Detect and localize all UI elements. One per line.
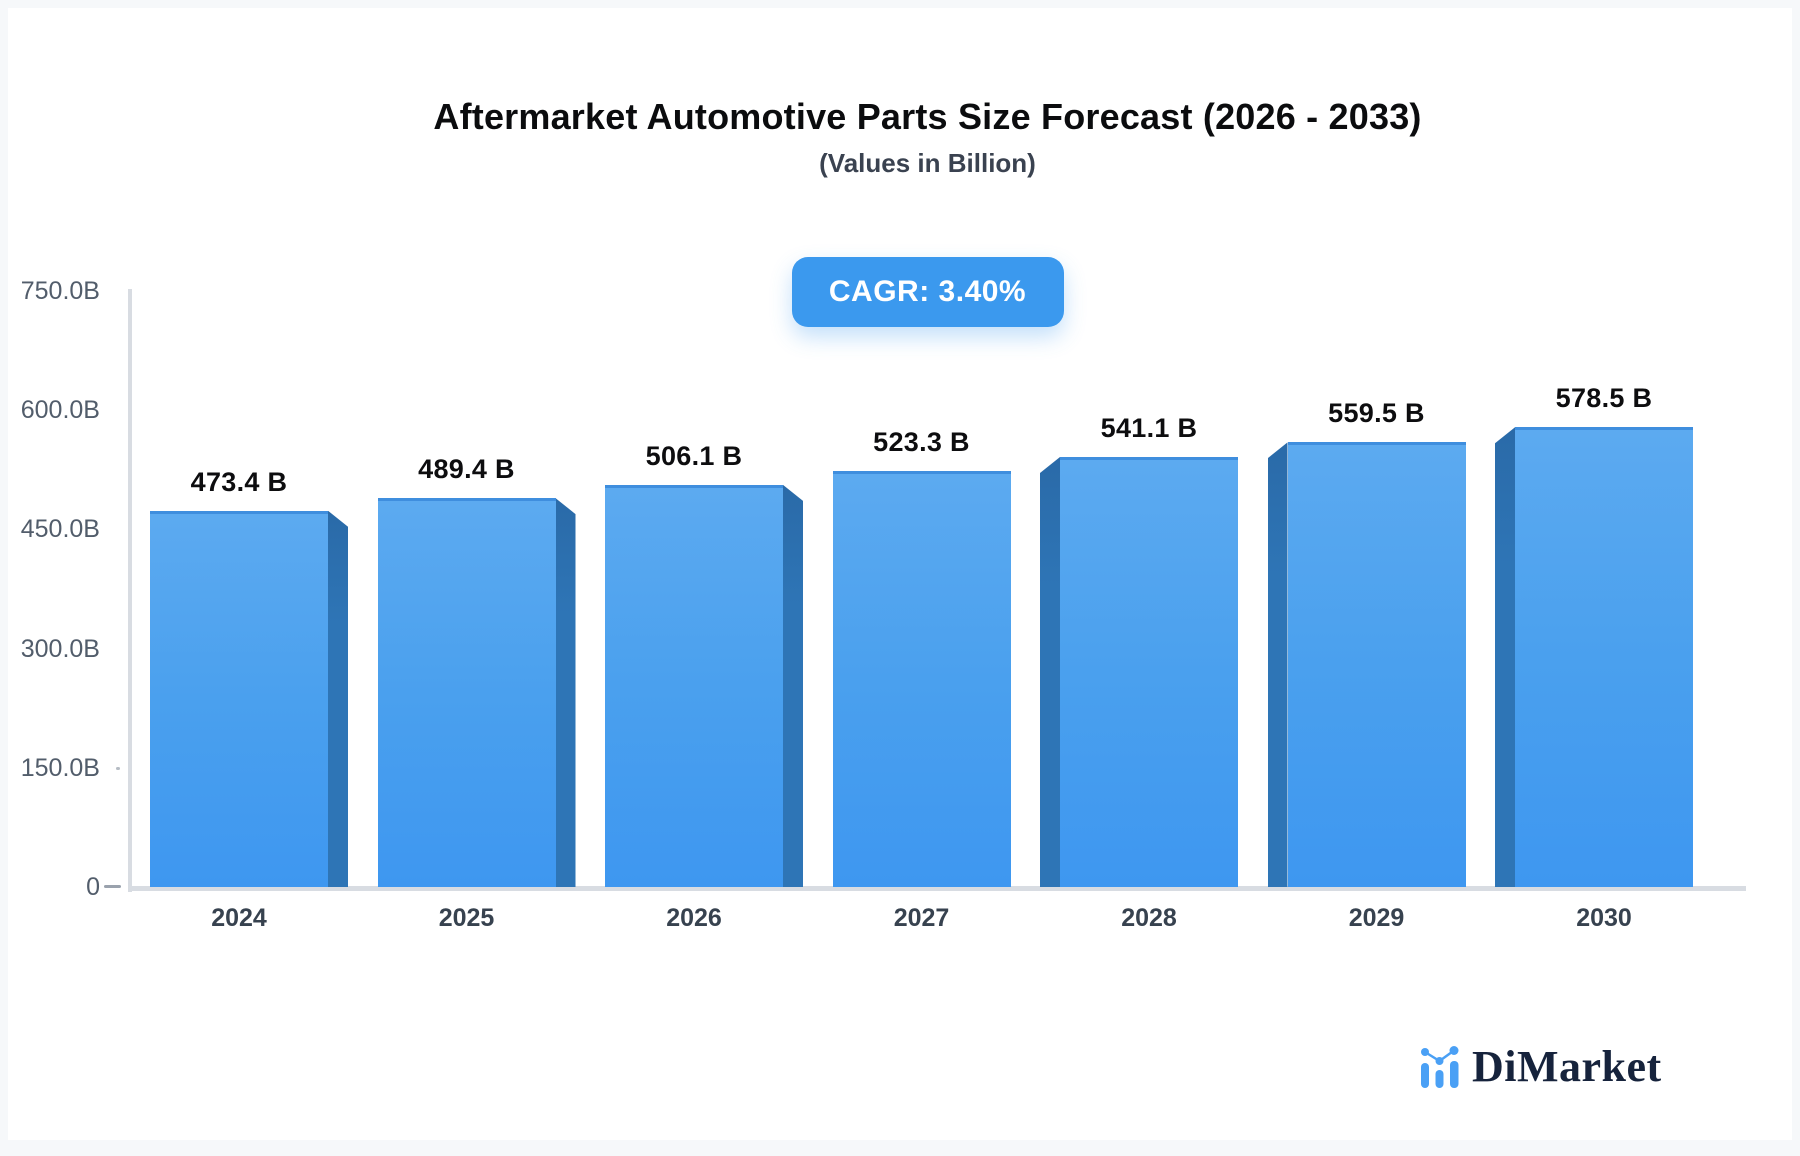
logo-text: DiMarket [1472,1042,1662,1091]
x-tick-label: 2024 [211,904,267,932]
bar-side-face [328,510,348,887]
dimarket-logo: DiMarket [1420,1044,1662,1089]
y-tick-label: 750.0B [20,277,100,305]
bar-side-face [1267,442,1288,887]
bar-side-face [555,498,576,887]
x-axis-baseline [128,886,1746,891]
y-tick-label: 150.0B [20,753,100,782]
bar-value-label: 578.5 B [1555,383,1653,414]
bar-value-label: 506.1 B [645,440,743,471]
bar-2025[interactable] [377,498,556,887]
bar-side-face [783,484,803,887]
bar-2029[interactable] [1287,442,1466,887]
bar-2024[interactable] [150,510,328,887]
x-tick-label: 2029 [1348,904,1405,932]
bar-value-label: 523.3 B [873,427,970,458]
y-tick-label: 450.0B [20,515,100,544]
bar-value-label: 559.5 B [1328,398,1425,429]
x-tick-label: 2027 [893,904,950,932]
y-tick-label: 0 [86,873,100,901]
x-tick-label: 2026 [666,904,722,932]
bar-2026[interactable] [605,484,783,887]
chart-title: Aftermarket Automotive Parts Size Foreca… [433,96,1422,137]
y-tick-label: 600.0B [20,396,100,425]
bar-2027[interactable] [832,471,1011,887]
y-axis-line [128,289,132,892]
x-tick-label: 2025 [438,904,495,932]
bar-value-label: 541.1 B [1100,413,1198,443]
chart-subtitle: (Values in Billion) [819,148,1036,178]
bar-value-label: 473.4 B [190,466,288,497]
bar-2030[interactable] [1515,427,1693,887]
bar-side-face [1495,427,1515,887]
bar-side-face [1040,457,1060,887]
x-tick-label: 2030 [1576,904,1632,932]
bar-2028[interactable] [1060,457,1238,887]
bar-value-label: 489.4 B [418,454,515,485]
bar-chart-logo-icon [1421,1046,1459,1088]
y-tick-label: 300.0B [20,634,100,663]
y-tick-mark [104,885,121,888]
y-tick-mark [116,766,120,770]
x-tick-label: 2028 [1121,904,1177,932]
